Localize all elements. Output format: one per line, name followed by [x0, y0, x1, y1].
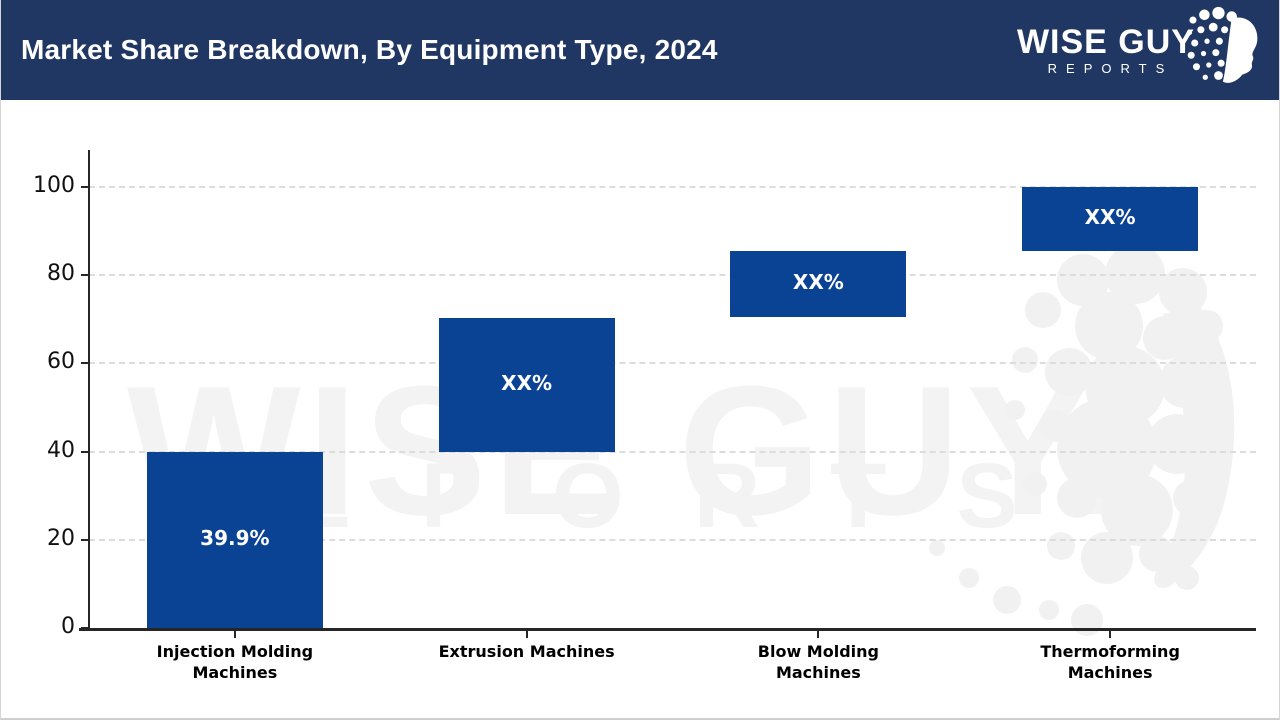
- logo-wordmark: WISE GUY: [1016, 23, 1195, 61]
- category-label: Extrusion Machines: [438, 642, 615, 661]
- bar-segment: [1022, 187, 1199, 251]
- category-label: Thermoforming Machines: [1040, 642, 1180, 682]
- dotted-face-icon: [1186, 6, 1258, 83]
- gridline-20: [89, 538, 1256, 541]
- logo-subtitle: REPORTS: [1047, 61, 1174, 76]
- bar-value-label: 39.9%: [200, 526, 270, 551]
- y-tick-100: [81, 186, 89, 188]
- y-tick-label-20: 20: [47, 525, 75, 551]
- x-tick-1: [525, 631, 528, 638]
- gridline-100: [89, 186, 1256, 188]
- bar-value-label: XX%: [1084, 204, 1136, 229]
- category-label: Blow Molding Machines: [757, 642, 879, 682]
- bar-segment: [730, 250, 907, 317]
- gridline-40: [89, 450, 1256, 453]
- x-tick-3: [1109, 631, 1112, 638]
- x-tick-2: [817, 631, 820, 638]
- header-bar: Market Share Breakdown, By Equipment Typ…: [1, 0, 1279, 100]
- bar-segment: [146, 452, 323, 628]
- bar-segment: [438, 317, 615, 453]
- logo-text: WISE GUY REPORTS: [1017, 25, 1195, 75]
- y-tick-label-0: 0: [61, 614, 75, 639]
- page-title: Market Share Breakdown, By Equipment Typ…: [21, 34, 718, 65]
- y-tick-label-100: 100: [33, 173, 75, 198]
- watermark-face-icon: [929, 244, 1235, 636]
- y-axis-line: [88, 150, 90, 628]
- wise-guy-reports-logo: WISE GUY REPORTS: [1017, 6, 1263, 94]
- bar-value-label: XX%: [501, 370, 553, 395]
- waterfall-chart: WISE GUY. REPORTS 0 20 40 60 8: [1, 100, 1279, 718]
- x-axis-line: [79, 628, 1256, 631]
- y-tick-60: [81, 362, 89, 365]
- bar-value-label: XX%: [792, 269, 844, 294]
- category-label: Injection Molding Machines: [156, 642, 314, 682]
- y-tick-20: [81, 538, 89, 541]
- gridline-60: [89, 362, 1256, 365]
- x-tick-0: [233, 631, 236, 638]
- y-tick-label-60: 60: [47, 349, 75, 375]
- y-tick-80: [81, 274, 89, 277]
- y-tick-label-40: 40: [47, 437, 75, 463]
- y-tick-label-80: 80: [47, 261, 75, 287]
- y-tick-40: [81, 450, 89, 453]
- gridline-80: [89, 274, 1256, 277]
